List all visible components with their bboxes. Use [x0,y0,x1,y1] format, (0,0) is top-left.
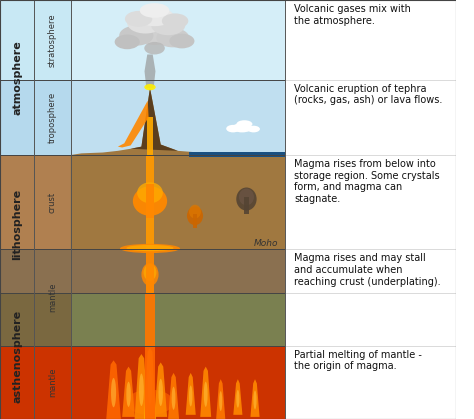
Ellipse shape [239,189,254,205]
Bar [285,0,456,419]
Text: Volcanic gases mix with
the atmosphere.: Volcanic gases mix with the atmosphere. [294,4,411,26]
Ellipse shape [134,22,175,45]
Ellipse shape [162,13,188,28]
Polygon shape [122,367,135,417]
Text: mantle: mantle [48,367,57,397]
Text: troposphere: troposphere [48,92,57,143]
Ellipse shape [204,382,208,407]
Ellipse shape [127,382,131,407]
Polygon shape [106,360,121,419]
Ellipse shape [172,387,175,410]
Ellipse shape [141,263,159,286]
Ellipse shape [127,245,173,251]
Ellipse shape [254,391,256,409]
Bar [0,80,71,155]
Bar [71,249,285,293]
Polygon shape [146,249,154,293]
Ellipse shape [140,3,169,18]
Text: asthenosphere: asthenosphere [12,310,22,403]
Polygon shape [146,264,154,293]
Bar [71,155,285,249]
Bar [71,0,285,155]
Ellipse shape [169,34,194,48]
Text: lithosphere: lithosphere [12,189,22,260]
Ellipse shape [148,369,152,405]
Polygon shape [233,379,242,415]
Bar [71,0,285,80]
Text: mantle: mantle [48,283,57,312]
Ellipse shape [127,390,173,415]
Text: Volcanic eruption of tephra
(rocks, gas, ash) or lava flows.: Volcanic eruption of tephra (rocks, gas,… [294,84,443,106]
Bar [0,249,71,293]
Polygon shape [131,88,178,151]
Ellipse shape [125,11,152,27]
Ellipse shape [247,126,260,132]
Polygon shape [244,197,249,214]
Polygon shape [186,373,196,415]
Polygon shape [193,214,197,228]
Bar [0,293,71,346]
Polygon shape [145,54,155,88]
Polygon shape [135,354,148,419]
Polygon shape [71,88,285,249]
Polygon shape [146,293,155,346]
Ellipse shape [111,378,116,407]
Bar [71,346,285,419]
Ellipse shape [137,182,163,203]
Polygon shape [118,101,149,147]
Bar [71,80,285,155]
Polygon shape [155,362,167,417]
Bar [71,0,285,80]
Polygon shape [144,348,156,419]
Bar [71,293,285,346]
Ellipse shape [133,186,167,216]
Ellipse shape [236,390,239,408]
Polygon shape [250,379,260,417]
Text: atmosphere: atmosphere [12,40,22,115]
Ellipse shape [237,120,253,128]
Polygon shape [200,367,211,417]
Ellipse shape [144,84,155,91]
Ellipse shape [226,125,240,132]
Polygon shape [146,184,154,218]
Ellipse shape [127,13,164,34]
Ellipse shape [135,7,174,26]
Ellipse shape [119,26,154,46]
Ellipse shape [232,123,253,132]
Polygon shape [147,117,153,155]
Text: crust: crust [48,191,57,213]
Polygon shape [145,346,155,419]
Ellipse shape [189,385,192,406]
Ellipse shape [120,244,180,253]
Text: Partial melting of mantle -
the origin of magma.: Partial melting of mantle - the origin o… [294,350,422,372]
Ellipse shape [139,374,144,406]
Text: Magma rises from below into
storage region. Some crystals
form, and magma can
st: Magma rises from below into storage regi… [294,159,440,204]
Ellipse shape [236,187,256,210]
Bar [71,249,285,293]
Text: Magma rises and may stall
and accumulate when
reaching crust (underplating).: Magma rises and may stall and accumulate… [294,253,441,287]
Ellipse shape [144,264,156,281]
Ellipse shape [219,391,222,411]
Polygon shape [168,373,179,419]
Bar [0,0,71,80]
Bar [0,346,71,419]
Polygon shape [146,155,154,249]
Bar [0,155,71,249]
Bar [71,155,285,249]
Ellipse shape [158,379,163,406]
Ellipse shape [151,15,185,35]
Ellipse shape [187,206,203,225]
Ellipse shape [189,205,201,219]
Ellipse shape [115,34,140,49]
Bar [71,293,285,346]
Text: stratosphere: stratosphere [48,13,57,67]
Bar [189,152,285,157]
Polygon shape [216,379,225,419]
Bar [71,346,285,419]
Text: Moho: Moho [254,239,278,248]
Ellipse shape [144,42,165,54]
Ellipse shape [156,28,189,47]
